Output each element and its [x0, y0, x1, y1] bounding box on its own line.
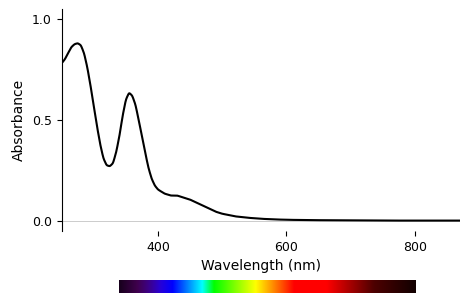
X-axis label: Wavelength (nm): Wavelength (nm): [201, 259, 321, 273]
Y-axis label: Absorbance: Absorbance: [12, 79, 27, 161]
